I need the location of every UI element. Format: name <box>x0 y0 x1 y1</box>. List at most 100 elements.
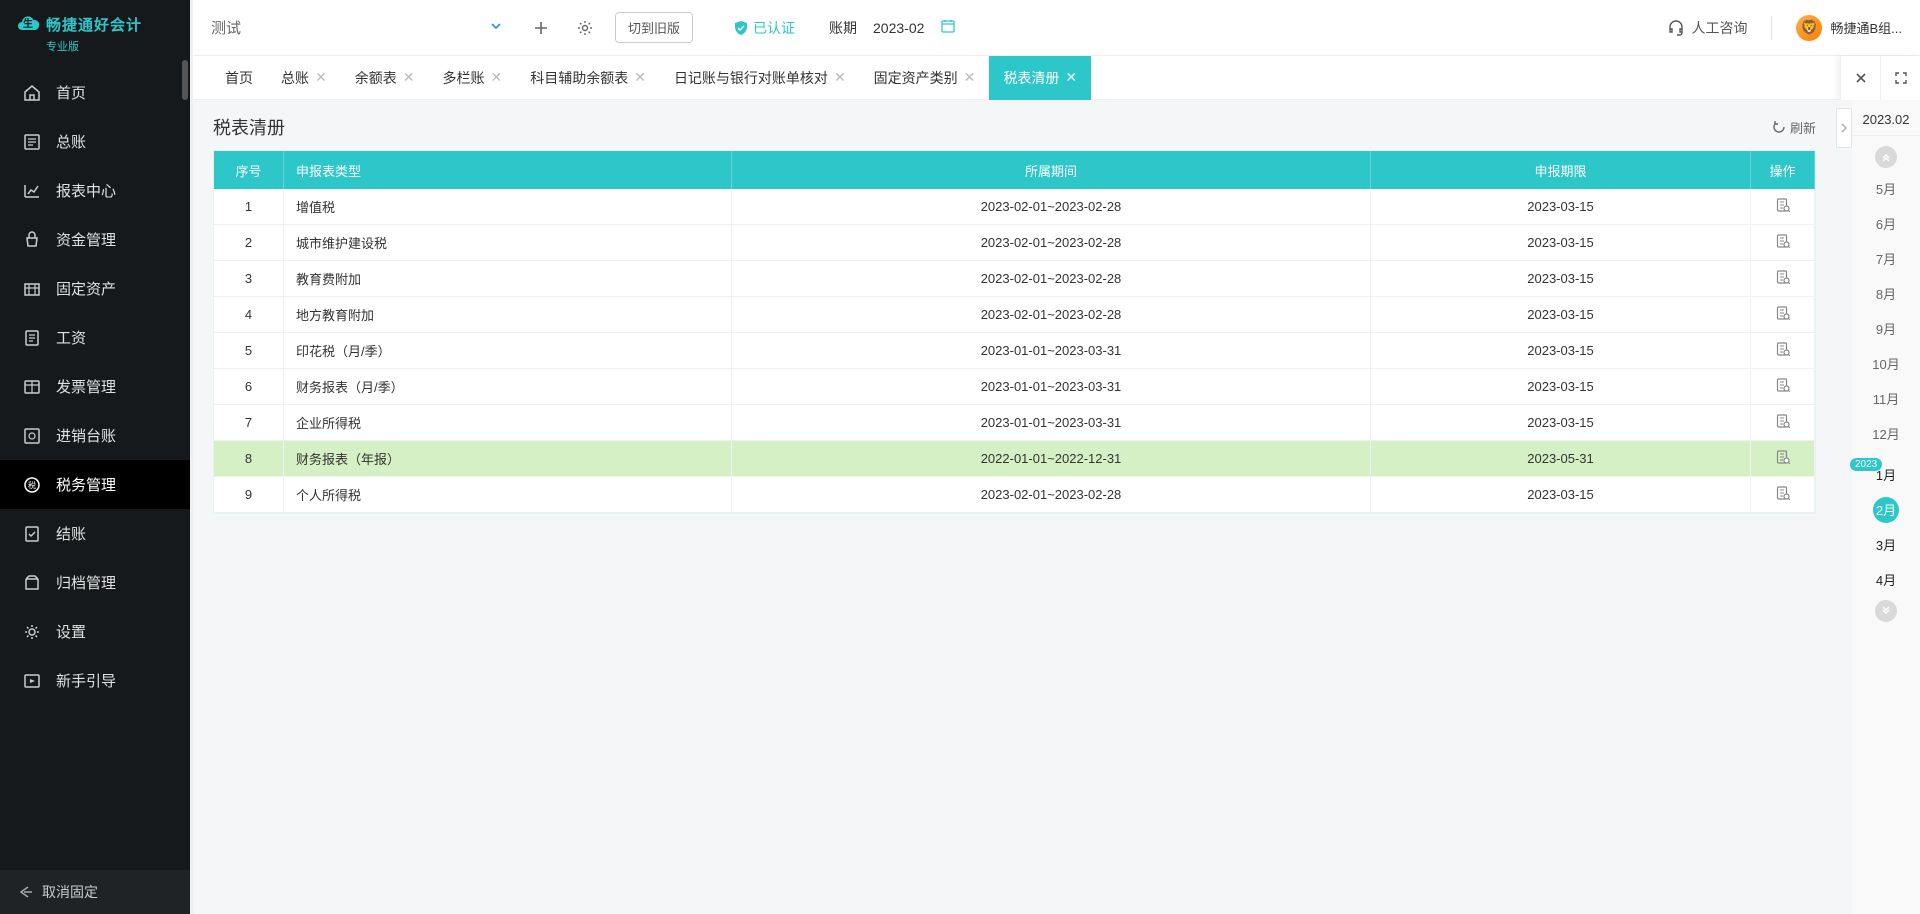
month-option[interactable]: 8月 <box>1852 279 1920 308</box>
table-row[interactable]: 9个人所得税2023-02-01~2023-02-282023-03-15 <box>214 477 1815 513</box>
detail-icon <box>1775 269 1791 285</box>
nav-icon <box>22 524 42 544</box>
sidebar-item-1[interactable]: 总账 <box>0 117 190 166</box>
view-detail-button[interactable] <box>1775 305 1791 324</box>
sidebar-item-3[interactable]: 资金管理 <box>0 215 190 264</box>
cell-idx: 6 <box>214 369 284 404</box>
month-option[interactable]: 2月 <box>1852 495 1920 524</box>
table-row[interactable]: 3教育费附加2023-02-01~2023-02-282023-03-15 <box>214 261 1815 297</box>
tab-1[interactable]: 总账✕ <box>267 56 341 100</box>
refresh-button[interactable]: 刷新 <box>1772 118 1816 137</box>
sidebar-item-8[interactable]: 税税务管理 <box>0 460 190 509</box>
chevron-down-icon <box>489 19 503 37</box>
table-row[interactable]: 4地方教育附加2023-02-01~2023-02-282023-03-15 <box>214 297 1815 333</box>
month-option[interactable]: 6月 <box>1852 209 1920 238</box>
month-option[interactable]: 9月 <box>1852 314 1920 343</box>
company-selector[interactable]: 测试 <box>211 17 511 38</box>
tab-close-icon[interactable]: ✕ <box>964 69 976 86</box>
switch-version-button[interactable]: 切到旧版 <box>615 12 693 43</box>
table-row[interactable]: 7企业所得税2023-01-01~2023-03-312023-03-15 <box>214 405 1815 441</box>
tab-6[interactable]: 固定资产类别✕ <box>860 56 990 100</box>
sidebar-item-4[interactable]: 固定资产 <box>0 264 190 313</box>
view-detail-button[interactable] <box>1775 341 1791 360</box>
sidebar-item-6[interactable]: 发票管理 <box>0 362 190 411</box>
tab-7[interactable]: 税表清册✕ <box>989 56 1091 100</box>
month-option[interactable]: 12月 <box>1852 419 1920 448</box>
view-detail-button[interactable] <box>1775 377 1791 396</box>
sidebar-item-2[interactable]: 报表中心 <box>0 166 190 215</box>
table-row[interactable]: 2城市维护建设税2023-02-01~2023-02-282023-03-15 <box>214 225 1815 261</box>
view-detail-button[interactable] <box>1775 485 1791 504</box>
table-row[interactable]: 1增值税2023-02-01~2023-02-282023-03-15 <box>214 189 1815 225</box>
table-row[interactable]: 8财务报表（年报）2022-01-01~2022-12-312023-05-31 <box>214 441 1815 477</box>
tab-close-icon[interactable]: ✕ <box>490 69 502 86</box>
tab-3[interactable]: 多栏账✕ <box>428 56 516 100</box>
detail-icon <box>1775 413 1791 429</box>
month-next-button[interactable] <box>1875 600 1897 622</box>
tab-close-icon[interactable]: ✕ <box>315 69 327 86</box>
refresh-icon <box>1772 120 1786 134</box>
cell-period: 2022-01-01~2022-12-31 <box>732 441 1371 476</box>
add-button[interactable] <box>527 14 555 42</box>
tab-5[interactable]: 日记账与银行对账单核对✕ <box>660 56 860 100</box>
tab-close-icon[interactable]: ✕ <box>403 69 415 86</box>
cell-type: 企业所得税 <box>284 405 732 440</box>
cell-deadline: 2023-03-15 <box>1371 369 1751 404</box>
sidebar-item-5[interactable]: 工资 <box>0 313 190 362</box>
month-option[interactable]: 10月 <box>1852 349 1920 378</box>
cloud-logo-icon: 生 <box>16 12 40 36</box>
settings-button[interactable] <box>571 14 599 42</box>
cell-type: 教育费附加 <box>284 261 732 296</box>
main-area: 测试 切到旧版 已认证 账期 2023-02 <box>190 0 1920 914</box>
nav-icon: 税 <box>22 475 42 495</box>
tab-close-icon[interactable]: ✕ <box>634 69 646 86</box>
tab-close-icon[interactable]: ✕ <box>834 69 846 86</box>
user-name: 畅捷通B组... <box>1830 18 1902 37</box>
sidebar-item-12[interactable]: 新手引导 <box>0 656 190 705</box>
collapse-date-panel-button[interactable] <box>1836 100 1852 914</box>
sidebar-item-0[interactable]: 首页 <box>0 68 190 117</box>
tab-label: 余额表 <box>355 68 397 88</box>
fullscreen-button[interactable] <box>1880 56 1920 100</box>
col-period: 所属期间 <box>732 151 1371 189</box>
table-row[interactable]: 5印花税（月/季）2023-01-01~2023-03-312023-03-15 <box>214 333 1815 369</box>
nav-icon <box>22 181 42 201</box>
tab-close-icon[interactable]: ✕ <box>1065 69 1077 86</box>
shield-check-icon <box>733 20 749 36</box>
nav-icon <box>22 83 42 103</box>
month-option[interactable]: 3月 <box>1852 530 1920 559</box>
sidebar-scrollbar[interactable] <box>182 60 188 100</box>
calendar-button[interactable] <box>940 18 956 37</box>
sidebar-item-11[interactable]: 设置 <box>0 607 190 656</box>
sidebar-nav: 首页总账报表中心资金管理固定资产工资发票管理进销台账税税务管理结账归档管理设置新… <box>0 62 190 914</box>
month-option[interactable]: 11月 <box>1852 384 1920 413</box>
month-prev-button[interactable] <box>1875 146 1897 168</box>
cell-op <box>1751 189 1815 224</box>
detail-icon <box>1775 197 1791 213</box>
table-row[interactable]: 6财务报表（月/季）2023-01-01~2023-03-312023-03-1… <box>214 369 1815 405</box>
month-option[interactable]: 4月 <box>1852 565 1920 594</box>
view-detail-button[interactable] <box>1775 269 1791 288</box>
view-detail-button[interactable] <box>1775 449 1791 468</box>
view-detail-button[interactable] <box>1775 197 1791 216</box>
cell-deadline: 2023-05-31 <box>1371 441 1751 476</box>
tab-0[interactable]: 首页 <box>211 56 267 100</box>
support-button[interactable]: 人工咨询 <box>1667 18 1747 38</box>
month-option[interactable]: 7月 <box>1852 244 1920 273</box>
tab-2[interactable]: 余额表 ✕ <box>341 56 429 100</box>
nav-label: 税务管理 <box>56 474 116 495</box>
plus-icon <box>532 19 550 37</box>
sidebar-item-9[interactable]: 结账 <box>0 509 190 558</box>
unpin-sidebar-button[interactable]: 取消固定 <box>0 870 190 914</box>
sidebar-item-10[interactable]: 归档管理 <box>0 558 190 607</box>
view-detail-button[interactable] <box>1775 233 1791 252</box>
tab-4[interactable]: 科目辅助余额表✕ <box>516 56 660 100</box>
user-menu[interactable]: 🦁 畅捷通B组... <box>1796 15 1902 41</box>
cell-period: 2023-02-01~2023-02-28 <box>732 225 1371 260</box>
view-detail-button[interactable] <box>1775 413 1791 432</box>
sidebar-item-7[interactable]: 进销台账 <box>0 411 190 460</box>
close-all-tabs-button[interactable] <box>1840 56 1880 100</box>
cell-op <box>1751 477 1815 512</box>
date-panel-header[interactable]: 2023.02 <box>1852 104 1920 136</box>
month-option[interactable]: 5月 <box>1852 174 1920 203</box>
